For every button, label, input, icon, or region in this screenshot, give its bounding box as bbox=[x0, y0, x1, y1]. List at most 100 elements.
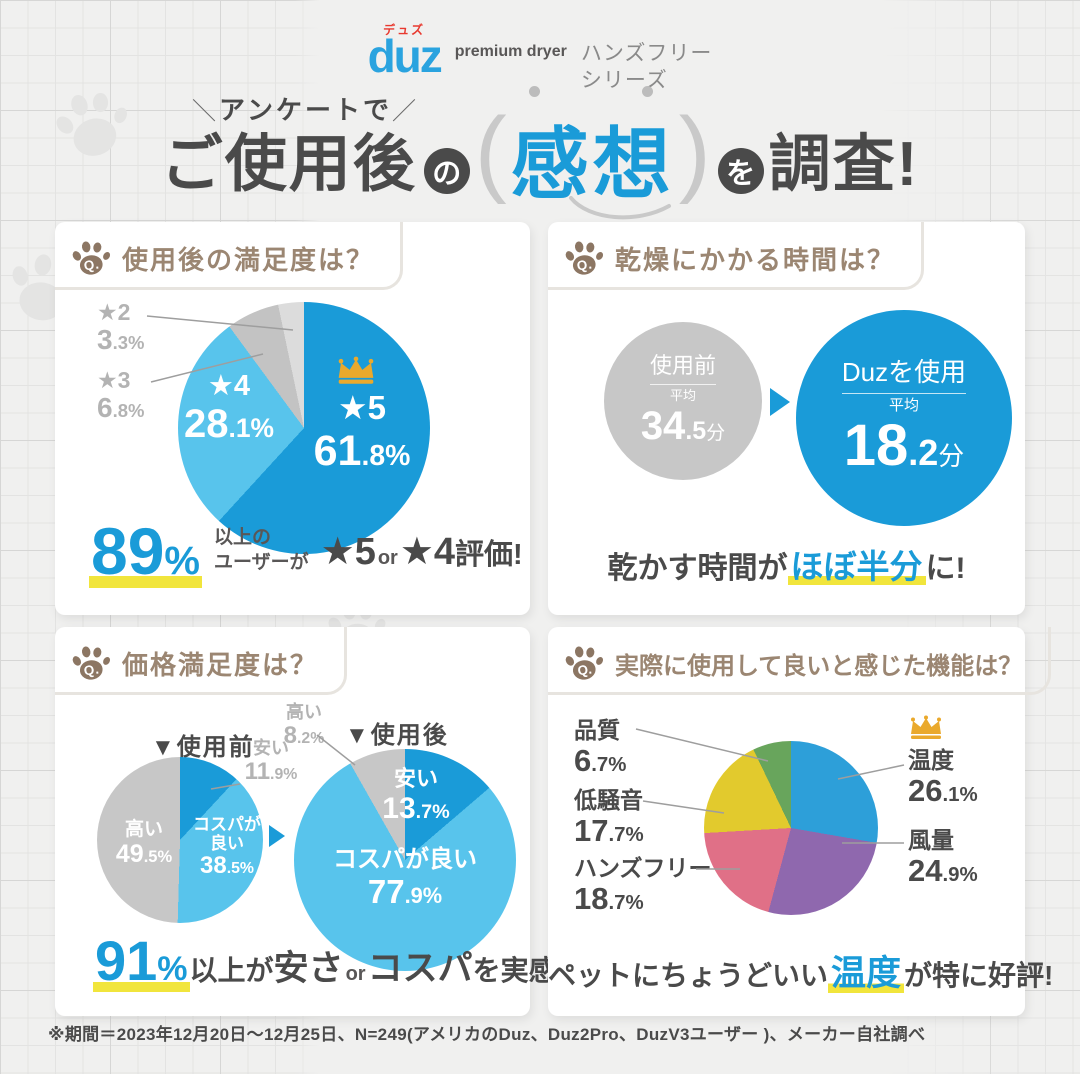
temperature-percent: 26.1% bbox=[908, 773, 978, 809]
kicker-left-tick: ＼ bbox=[192, 98, 219, 125]
after-value: 18.2分 bbox=[843, 413, 965, 479]
panel-title-price: Q. 価格満足度は？ bbox=[55, 627, 348, 695]
summary-post: が特に好評! bbox=[904, 960, 1054, 991]
summary-highlight: ほぼ半分 bbox=[787, 548, 926, 585]
before-avg-label: 平均 bbox=[669, 388, 696, 404]
logo-series-line1: ハンズフリー bbox=[580, 42, 713, 65]
survey-disclaimer: ※期間＝2023年12月20日～12月25日、N=249(アメリカのDuz、Du… bbox=[48, 1025, 926, 1044]
summary-big-number: 89% bbox=[89, 514, 202, 588]
pie-label-star4: ★4 28.1% bbox=[169, 370, 289, 447]
title-highlight-text: 感想 bbox=[510, 120, 675, 208]
drying-summary: 乾かす時間がほぼ半分 に! bbox=[548, 540, 1025, 588]
feature-label-handsfree: ハンズフリー 18.7% bbox=[574, 855, 712, 917]
logo-sub-line2: dryer bbox=[526, 43, 567, 60]
summary-highlight: 温度 bbox=[828, 954, 905, 993]
star3-name: ★3 bbox=[97, 367, 131, 393]
star2-name: ★2 bbox=[97, 299, 131, 325]
star3-percent: 6.8% bbox=[97, 392, 145, 424]
q-mark: Q. bbox=[577, 662, 593, 679]
logo-series-name: ハンズフリー シリーズ bbox=[581, 24, 713, 95]
summary-or: or bbox=[345, 963, 366, 985]
before-value: 34.5分 bbox=[640, 403, 726, 448]
title-particle-wo: を bbox=[717, 148, 764, 194]
summary-mid-text: 以上の ユーザーが bbox=[214, 527, 309, 573]
arrow-right-icon bbox=[269, 825, 288, 847]
q-mark: Q. bbox=[83, 256, 101, 273]
feature-label-airflow: 風量 24.9% bbox=[908, 827, 978, 889]
pie-label-star5: ★5 61.8% bbox=[301, 389, 423, 475]
before-label: 使用前 bbox=[649, 354, 716, 386]
expensive-name: 高い bbox=[124, 819, 163, 840]
summary-pre: 乾かす時間が bbox=[607, 552, 788, 585]
before-cospa-label: コスパが 良い 38.5% bbox=[181, 815, 273, 880]
before-circle: 使用前 平均 34.5分 bbox=[604, 322, 762, 480]
summary-mid: 以上が bbox=[189, 955, 274, 986]
summary-post: に! bbox=[925, 552, 966, 585]
satisfaction-summary: 89% 以上の ユーザーが ★5 or★4評価! bbox=[89, 514, 523, 588]
logo-ruby: デュズ bbox=[383, 23, 426, 37]
title-highlight-word: 感想 bbox=[507, 86, 679, 214]
after-cospa-label: コスパが良い 77.9% bbox=[317, 846, 493, 911]
panel-title-drying-time: Q. 乾燥にかかる時間は？ bbox=[548, 222, 925, 290]
pie-label-star2: ★2 3.3% bbox=[97, 299, 145, 356]
cospa-name-line1: コスパが bbox=[193, 815, 261, 834]
summary-bold1: 安さ bbox=[273, 949, 344, 988]
q-mark: Q. bbox=[83, 661, 101, 678]
after-circle: Duzを使用 平均 18.2分 bbox=[796, 310, 1012, 526]
feature-label-temperature: 温度 26.1% bbox=[908, 747, 978, 809]
feature-label-quality: 品質 6.7% bbox=[574, 717, 627, 779]
expensive-percent: 49.5% bbox=[115, 840, 173, 869]
after-pie-title: ▼使用後 bbox=[345, 722, 449, 749]
page-title: ご使用後 の ( 感想 ) を 調査! bbox=[0, 86, 1080, 214]
summary-bold2: コスパ bbox=[367, 949, 473, 988]
title-kicker: ＼アンケートで／ bbox=[192, 90, 419, 127]
logo-brand-text: duz bbox=[367, 30, 443, 82]
title-particle-no: の bbox=[423, 148, 470, 194]
after-avg-label: 平均 bbox=[888, 396, 919, 414]
before-pie-title: ▼使用前 bbox=[151, 734, 255, 761]
crown-icon bbox=[908, 715, 944, 741]
features-pie-chart bbox=[704, 741, 878, 915]
logo-subtitle: premium dryer bbox=[455, 24, 567, 61]
decor-dot bbox=[641, 86, 653, 97]
satisfaction-pie-chart bbox=[178, 302, 430, 554]
q-mark: Q. bbox=[576, 256, 594, 273]
decor-dot bbox=[528, 86, 540, 97]
star5-percent: 61.8% bbox=[313, 426, 411, 475]
panel-title-text: 実際に使用して良いと感じた機能は？ bbox=[615, 652, 1023, 680]
arrow-right-icon bbox=[770, 388, 793, 416]
panel-title-text: 価格満足度は？ bbox=[122, 649, 319, 680]
noise-percent: 17.7% bbox=[574, 813, 644, 849]
star4-name: ★4 bbox=[207, 370, 251, 402]
expensive-percent: 8.2% bbox=[283, 721, 325, 749]
price-after-pie-chart bbox=[294, 749, 516, 971]
panel-title-text: 使用後の満足度は？ bbox=[122, 244, 375, 275]
handsfree-percent: 18.7% bbox=[574, 881, 644, 917]
after-expensive-label: 高い 8.2% bbox=[273, 702, 335, 749]
logo-sub-line1: premium bbox=[454, 43, 523, 60]
cospa-name: コスパが良い bbox=[333, 846, 477, 873]
decor-swash bbox=[569, 196, 671, 220]
cospa-percent: 77.9% bbox=[367, 872, 443, 910]
card-favorite-features: Q. 実際に使用して良いと感じた機能は？ 品質 6.7% 低騒音 17.7% ハ… bbox=[548, 627, 1053, 1016]
airflow-percent: 24.9% bbox=[908, 853, 978, 889]
after-label: Duzを使用 bbox=[841, 358, 967, 394]
star2-percent: 3.3% bbox=[97, 324, 145, 356]
paw-q-icon: Q. bbox=[68, 234, 115, 281]
panel-title-satisfaction: Q. 使用後の満足度は？ bbox=[55, 222, 404, 290]
card-drying-time: Q. 乾燥にかかる時間は？ 使用前 平均 34.5分 Duzを使用 平均 18.… bbox=[548, 222, 1025, 615]
pie-label-star3: ★3 6.8% bbox=[97, 367, 145, 424]
cospa-percent: 38.5% bbox=[200, 852, 254, 880]
summary-stars-text: ★5 or★4評価! bbox=[320, 530, 523, 573]
summary-big-number: 91% bbox=[93, 929, 190, 992]
cheap-name: 安い bbox=[253, 738, 289, 758]
card-price-satisfaction: Q. 価格満足度は？ ▼使用前 安い 11.9% 高い 49.5% コスパが 良… bbox=[55, 627, 566, 1016]
features-summary: ペットにちょうどいい温度 が特に好評! bbox=[548, 945, 1053, 996]
left-quote-arc: ( bbox=[474, 97, 507, 205]
kicker-right-tick: ／ bbox=[391, 98, 419, 125]
star5-name: ★5 bbox=[338, 389, 386, 426]
card-satisfaction: Q. 使用後の満足度は？ ★5 61.8% ★4 28.1% ★2 3.3% ★… bbox=[55, 222, 530, 615]
feature-label-noise: 低騒音 17.7% bbox=[574, 787, 644, 849]
paw-q-icon: Q. bbox=[561, 234, 608, 281]
paw-q-icon: Q. bbox=[68, 639, 115, 686]
